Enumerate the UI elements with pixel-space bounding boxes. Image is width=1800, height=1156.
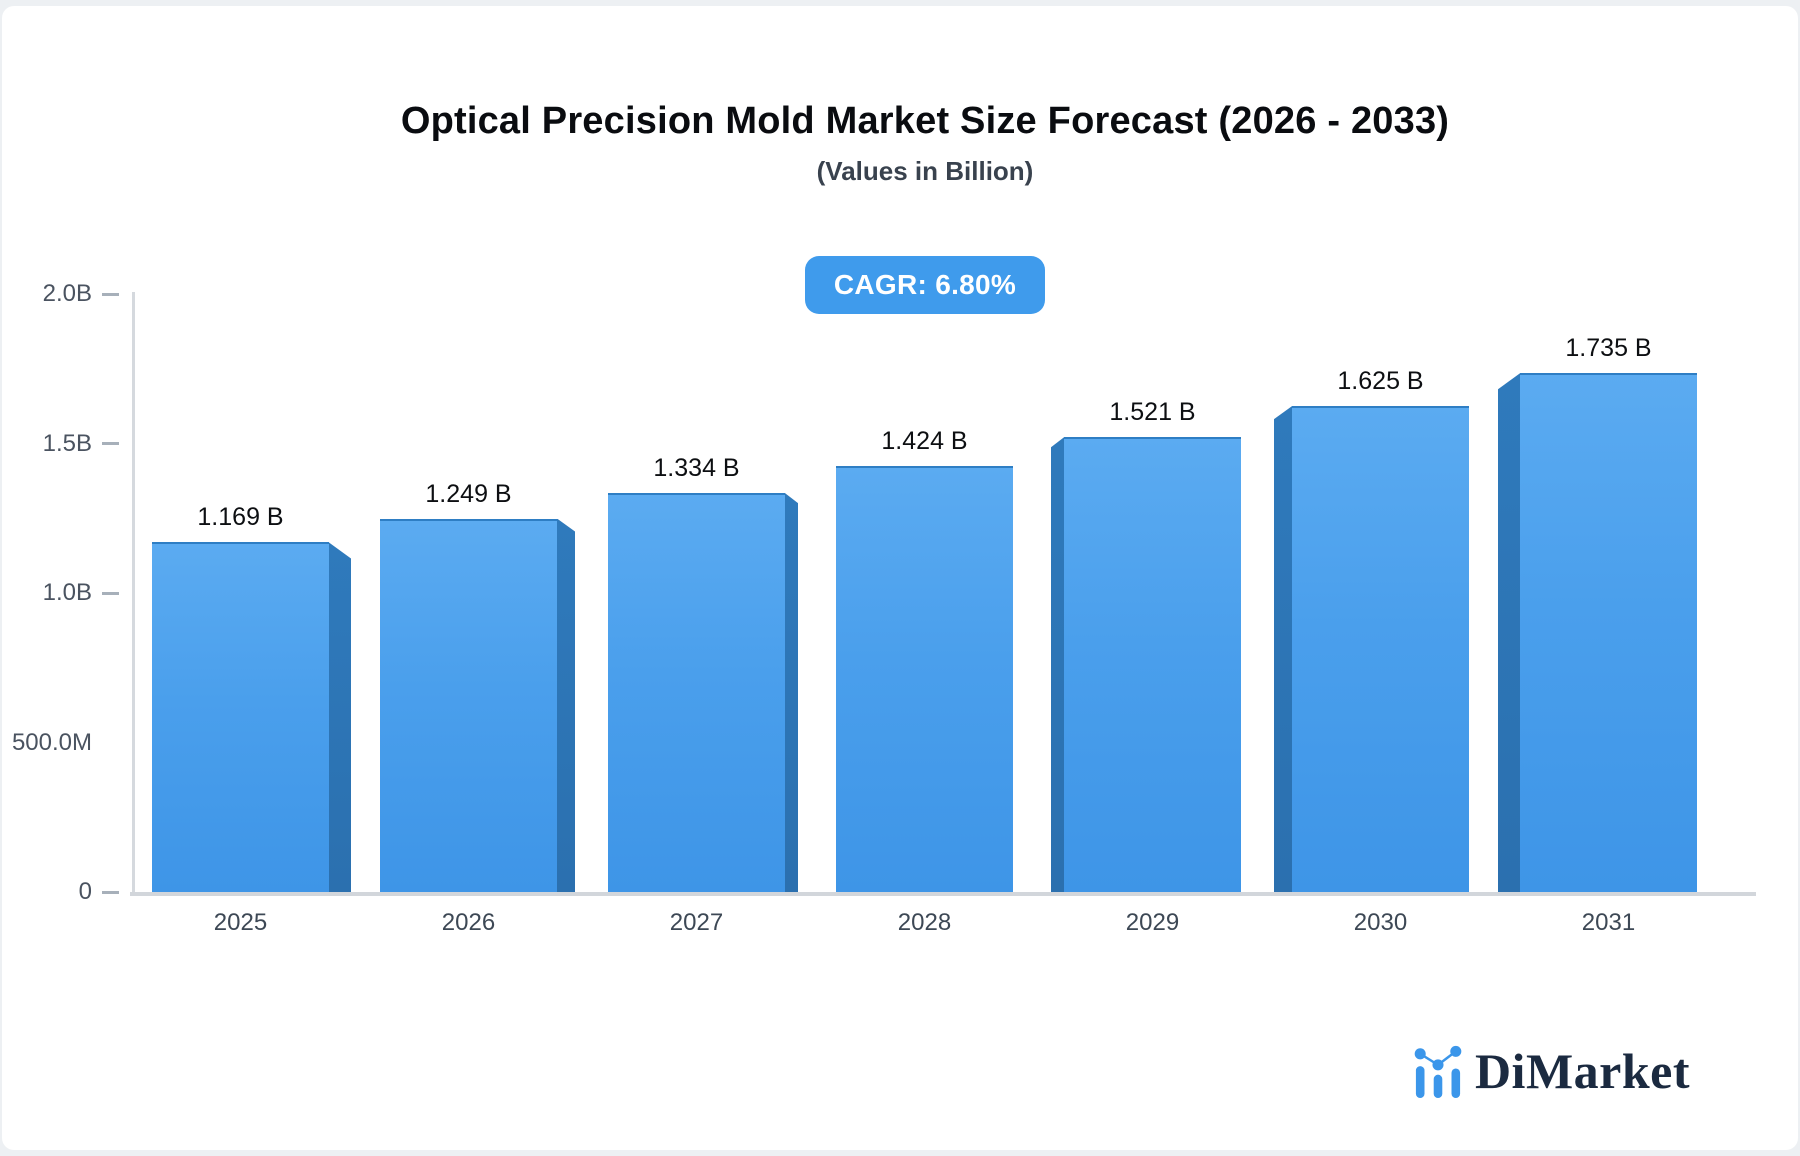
- y-tick-mark: [102, 890, 119, 894]
- y-tick-label-2.0B: 2.0B: [42, 280, 92, 307]
- bar-side-2031: [1498, 373, 1520, 892]
- bar-value-label-2025: 1.169 B: [197, 503, 284, 532]
- y-tick-label-0: 0: [78, 878, 92, 905]
- x-tick-label-2027: 2027: [669, 909, 724, 936]
- chart-card: Optical Precision Mold Market Size Forec…: [2, 6, 1798, 1150]
- bar-side-2027: [785, 493, 798, 892]
- brand-logo: DiMarket: [1413, 1044, 1690, 1098]
- x-tick-label-2031: 2031: [1581, 909, 1636, 936]
- bar-side-2025: [329, 542, 351, 892]
- bar-2028: [836, 466, 1013, 892]
- bar-2030: [1292, 406, 1469, 892]
- x-tick-label-2030: 2030: [1353, 909, 1408, 936]
- y-tick-label-500.0M: 500.0M: [11, 728, 92, 756]
- x-tick-label-2026: 2026: [441, 909, 496, 936]
- bar-2031: [1520, 373, 1697, 892]
- bar-2027: [608, 493, 785, 892]
- bar-side-2030: [1274, 406, 1292, 892]
- bar-value-label-2030: 1.625 B: [1337, 367, 1424, 396]
- bar-value-label-2028: 1.424 B: [881, 427, 968, 456]
- chart-title: Optical Precision Mold Market Size Forec…: [400, 100, 1450, 142]
- bar-2029: [1064, 437, 1241, 892]
- x-tick-label-2028: 2028: [897, 909, 952, 936]
- mini-bar-chart-icon: [1414, 1045, 1462, 1098]
- bar-side-2026: [557, 518, 575, 892]
- x-axis-line: [130, 892, 1756, 896]
- chart-subtitle: (Values in Billion): [816, 156, 1034, 186]
- bar-side-2029: [1051, 437, 1064, 892]
- bar-value-label-2026: 1.249 B: [425, 479, 512, 508]
- brand-wordmark: DiMarket: [1474, 1043, 1690, 1099]
- cagr-badge: CAGR: 6.80%: [804, 256, 1046, 314]
- y-axis-line: [132, 292, 135, 894]
- bar-2026: [380, 518, 557, 892]
- x-tick-label-2029: 2029: [1125, 909, 1180, 936]
- bar-value-label-2031: 1.735 B: [1565, 334, 1652, 363]
- plot-area: 2.0B 1.5B 1.0B 500.0M 0 1.169 B 2025 1.249 B 202…: [2, 6, 1798, 1150]
- bar-value-label-2029: 1.521 B: [1109, 398, 1196, 427]
- y-tick-mark: [102, 591, 119, 595]
- y-tick-mark: [102, 292, 119, 296]
- y-tick-label-1.0B: 1.0B: [42, 579, 92, 606]
- cagr-badge-row: CAGR: 6.80%: [62, 256, 1788, 314]
- bar-value-label-2027: 1.334 B: [653, 454, 740, 483]
- x-tick-label-2025: 2025: [213, 909, 268, 936]
- y-tick-label-1.5B: 1.5B: [42, 429, 92, 457]
- bar-2025: [152, 542, 329, 892]
- y-tick-mark: [102, 442, 119, 445]
